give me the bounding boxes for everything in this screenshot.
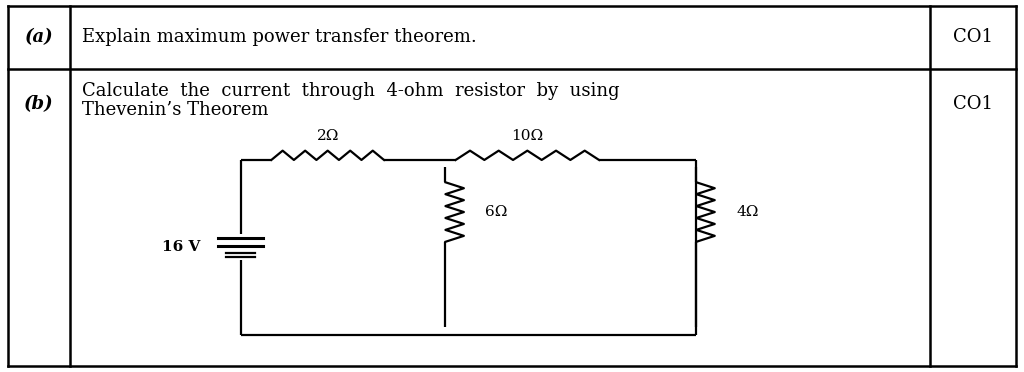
Text: 4Ω: 4Ω [736,205,759,219]
Text: 10Ω: 10Ω [511,129,544,143]
Text: CO1: CO1 [952,28,993,46]
Text: Explain maximum power transfer theorem.: Explain maximum power transfer theorem. [82,28,476,46]
Text: (a): (a) [25,28,53,46]
Text: 16 V: 16 V [162,240,201,254]
Text: Calculate  the  current  through  4-ohm  resistor  by  using: Calculate the current through 4-ohm resi… [82,82,620,100]
Text: Thevenin’s Theorem: Thevenin’s Theorem [82,101,268,119]
Text: 2Ω: 2Ω [316,129,339,143]
Text: (b): (b) [25,95,53,113]
Text: CO1: CO1 [952,95,993,113]
Text: 6Ω: 6Ω [485,205,508,219]
